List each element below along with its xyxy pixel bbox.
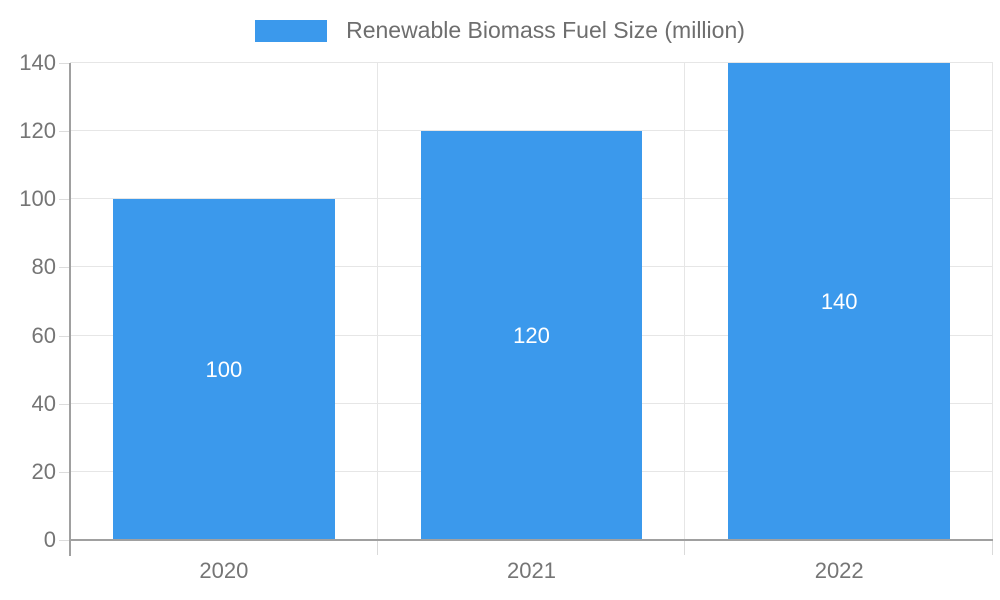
gridline-vertical <box>684 63 686 540</box>
y-axis-labels: 0 20 40 60 80 100 120 140 <box>0 50 56 552</box>
y-tick-mark <box>59 403 70 405</box>
gridline-horizontal <box>70 62 993 63</box>
bar-value-label: 100 <box>205 356 243 382</box>
x-axis-labels: 2020 2021 2022 <box>70 558 993 584</box>
y-tick-label: 80 <box>31 254 56 280</box>
x-tick-mark <box>376 540 378 555</box>
y-tick-label: 140 <box>19 50 56 75</box>
plot-area: 100 120 140 <box>70 62 993 540</box>
bar-slot: 100 <box>70 63 378 540</box>
y-tick-label: 100 <box>19 186 56 212</box>
bar-value-label: 120 <box>513 322 550 348</box>
legend: Renewable Biomass Fuel Size (million) <box>0 17 1000 44</box>
bar-value-label: 140 <box>820 288 858 314</box>
bar-slot: 140 <box>685 63 993 540</box>
bar-2022: 140 <box>728 63 950 540</box>
gridline-horizontal <box>70 130 993 132</box>
y-tick-label: 120 <box>19 118 56 144</box>
bar-2020: 100 <box>113 199 335 540</box>
y-tick-mark <box>59 471 70 473</box>
bar-slot: 120 <box>378 63 686 540</box>
y-tick-mark <box>59 267 70 269</box>
gridline-vertical <box>992 63 993 540</box>
y-tick-label: 40 <box>31 390 56 416</box>
y-tick-mark <box>59 335 70 337</box>
y-axis-line <box>69 63 71 556</box>
y-tick-mark <box>59 131 70 133</box>
legend-label: Renewable Biomass Fuel Size (million) <box>346 17 745 43</box>
bar-2021: 120 <box>420 131 643 540</box>
legend-swatch <box>255 19 328 42</box>
x-axis-line <box>69 539 993 541</box>
x-tick-mark <box>992 540 993 555</box>
bars: 100 120 140 <box>70 63 993 540</box>
y-tick-mark <box>59 199 70 201</box>
y-tick-label: 60 <box>31 322 56 348</box>
gridline-vertical <box>376 63 378 540</box>
y-tick-label: 0 <box>43 527 56 552</box>
y-tick-mark <box>59 540 70 541</box>
x-tick-label: 2022 <box>814 558 864 583</box>
x-tick-label: 2021 <box>507 558 556 583</box>
x-tick-label: 2020 <box>199 558 249 583</box>
y-tick-label: 20 <box>31 458 56 484</box>
x-tick-mark <box>684 540 686 555</box>
y-tick-mark <box>59 63 70 64</box>
